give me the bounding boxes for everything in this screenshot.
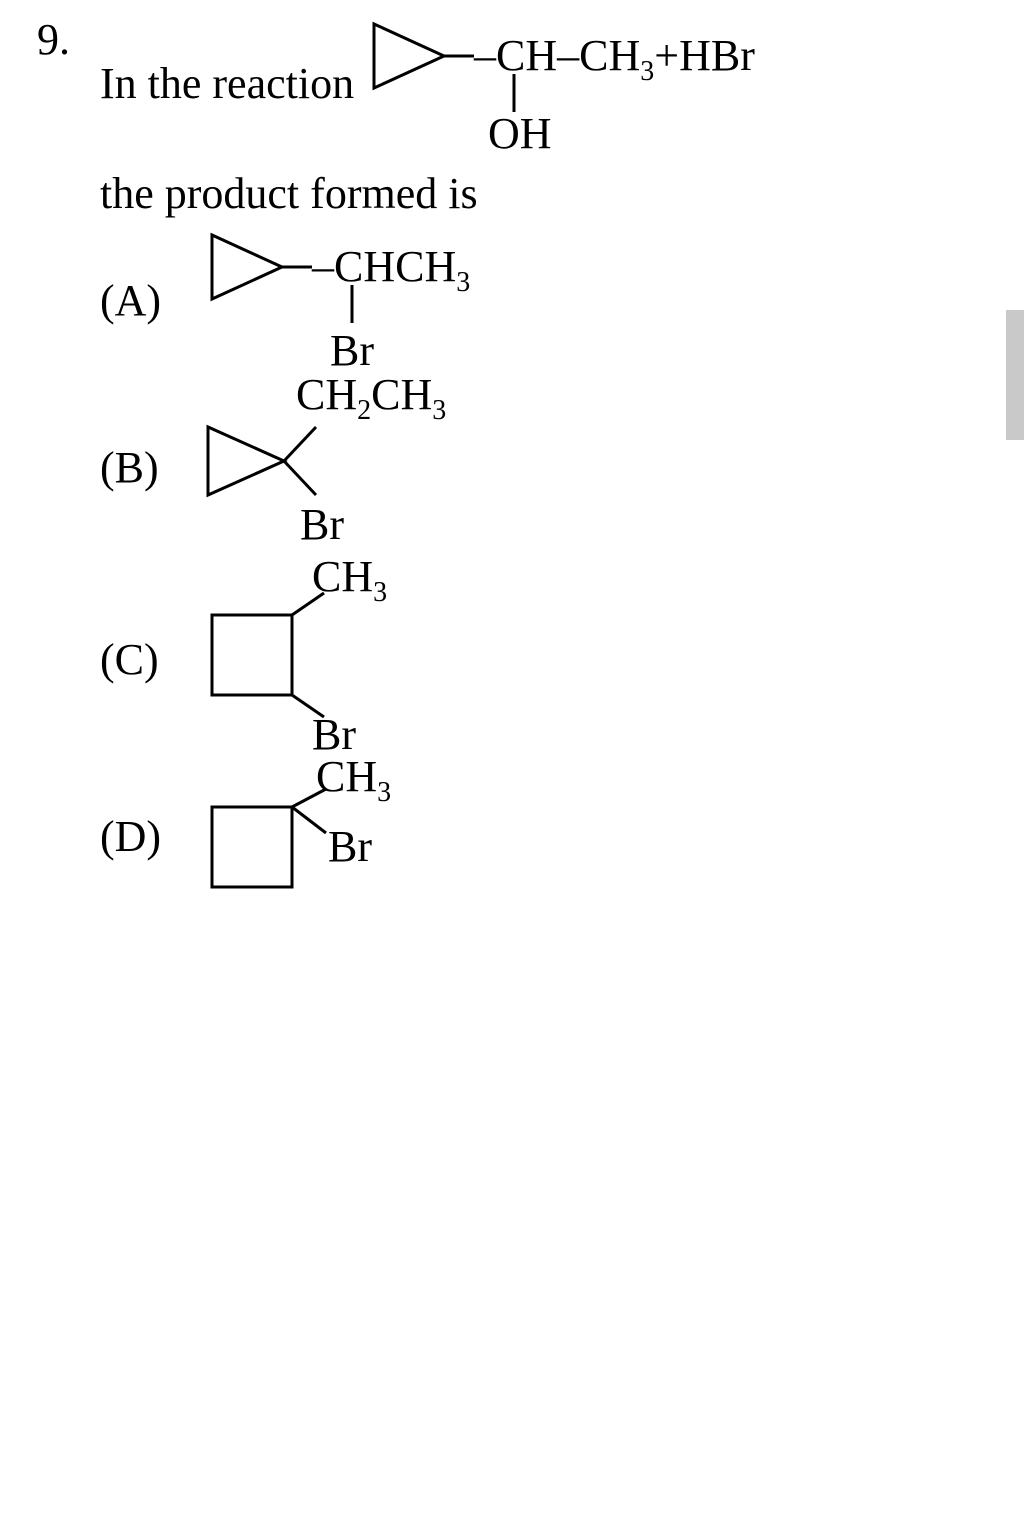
option-c-structure: CH3 Br xyxy=(200,559,440,759)
cyclopropane-icon xyxy=(374,24,444,88)
option-d-label: (D) xyxy=(100,807,192,866)
opt-b-top-sub2: 3 xyxy=(432,395,446,426)
cyclobutane-icon xyxy=(212,615,292,695)
bond-down xyxy=(292,807,326,833)
opt-c-sub: 3 xyxy=(373,577,387,608)
oh-label: OH xyxy=(488,109,552,154)
opt-b-top1: CH xyxy=(296,377,357,419)
option-a-label: (A) xyxy=(100,271,192,330)
question-number: 9. xyxy=(0,14,100,65)
option-d-row: (D) CH3 Br xyxy=(100,761,852,911)
opt-a-main: –CHCH xyxy=(311,242,456,291)
hbr-text: +HBr xyxy=(654,31,755,80)
chain-sub: 3 xyxy=(640,56,654,87)
cyclopropane-icon xyxy=(212,235,282,299)
chain-text: –CH–CH xyxy=(473,31,640,80)
opt-d-sub: 3 xyxy=(377,777,391,808)
opt-b-top: CH2CH3 xyxy=(296,377,446,426)
question-row: 9. In the reaction –CH–CH3+HBr xyxy=(0,14,1024,911)
reactant-structure: –CH–CH3+HBr OH xyxy=(362,14,852,154)
bond-up xyxy=(292,593,324,615)
bond-up xyxy=(284,427,316,461)
option-c-label: (C) xyxy=(100,630,192,689)
opt-a-br: Br xyxy=(330,326,374,375)
opt-d-top: CH3 xyxy=(316,761,391,808)
option-c-row: (C) CH3 Br xyxy=(100,559,852,759)
option-a-row: (A) –CHCH3 Br xyxy=(100,225,852,375)
page: 9. In the reaction –CH–CH3+HBr xyxy=(0,0,1024,1522)
stem-line2: the product formed is xyxy=(100,164,852,223)
lead-in-text: In the reaction xyxy=(100,54,354,113)
opt-b-top2: CH xyxy=(371,377,432,419)
question-line1: In the reaction –CH–CH3+HBr OH xyxy=(100,14,852,154)
opt-b-br: Br xyxy=(300,500,344,549)
option-b-row: (B) CH2CH3 Br xyxy=(100,377,852,557)
option-b-label: (B) xyxy=(100,438,192,497)
question-content: In the reaction –CH–CH3+HBr OH xyxy=(100,14,852,911)
opt-d-br: Br xyxy=(328,822,372,871)
scrollbar-thumb[interactable] xyxy=(1006,310,1024,440)
option-a-structure: –CHCH3 Br xyxy=(200,225,530,375)
bond-down xyxy=(284,461,316,495)
cyclopropane-icon xyxy=(208,427,284,495)
opt-c-br: Br xyxy=(312,710,356,759)
opt-a-sub: 3 xyxy=(456,267,470,298)
option-b-structure: CH2CH3 Br xyxy=(200,377,500,557)
opt-b-top-sub1: 2 xyxy=(357,395,371,426)
opt-d-ch: CH xyxy=(316,761,377,801)
cyclobutane-icon xyxy=(212,807,292,887)
option-a-chain: –CHCH3 xyxy=(311,242,470,298)
opt-c-top: CH3 xyxy=(312,559,387,608)
option-d-structure: CH3 Br xyxy=(200,761,440,911)
